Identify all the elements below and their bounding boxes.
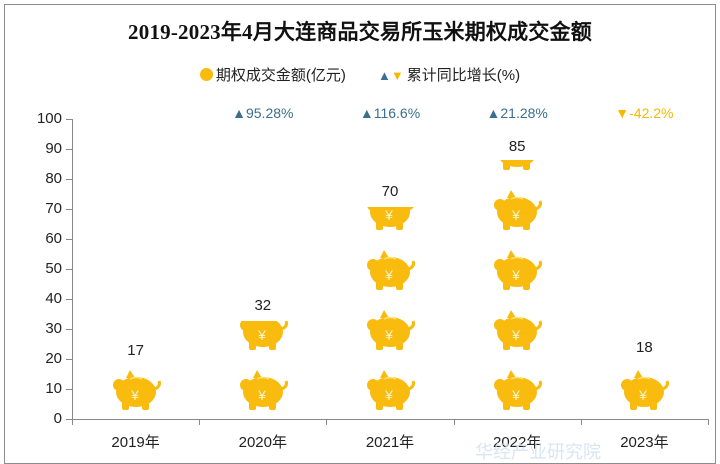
piggy-bank-icon bbox=[360, 307, 424, 353]
piggy-bank-icon bbox=[233, 321, 297, 353]
x-tick-mark bbox=[708, 419, 709, 425]
y-tick-mark bbox=[66, 419, 72, 420]
piggy-bank-icon bbox=[487, 247, 551, 293]
x-tick-label: 2021年 bbox=[365, 434, 415, 451]
y-tick-label: 10 bbox=[45, 380, 62, 397]
data-value-label: 85 bbox=[508, 138, 526, 155]
watermark: 华经产业研究院 bbox=[475, 442, 601, 462]
data-value-label: 70 bbox=[381, 183, 399, 200]
y-tick-mark bbox=[66, 359, 72, 360]
legend-label-amount: 期权成交金额(亿元) bbox=[215, 67, 346, 84]
x-axis bbox=[72, 419, 708, 420]
y-tick-mark bbox=[66, 149, 72, 150]
growth-rate-label: ▼-42.2% bbox=[615, 105, 674, 121]
x-tick-mark bbox=[72, 419, 73, 425]
triangle-down-icon: ▼ bbox=[390, 68, 404, 83]
x-tick-label: 2022年 bbox=[493, 434, 542, 451]
piggy-bank-icon bbox=[487, 187, 551, 233]
y-tick-mark bbox=[66, 179, 72, 180]
y-tick-label: 70 bbox=[45, 200, 62, 217]
legend-label-growth: 累计同比增长(%) bbox=[406, 67, 521, 84]
piggy-bank-icon bbox=[487, 160, 551, 173]
y-tick-mark bbox=[66, 239, 72, 240]
chart-title: 2019-2023年4月大连商品交易所玉米期权成交金额 bbox=[128, 20, 592, 44]
growth-rate-label: ▲116.6% bbox=[359, 105, 421, 121]
y-axis bbox=[72, 119, 73, 419]
legend-item-amount: 期权成交金额(亿元) bbox=[199, 64, 346, 85]
y-tick-label: 20 bbox=[45, 350, 62, 367]
growth-rate-label: ▲95.28% bbox=[232, 105, 294, 121]
piggy-bank-icon bbox=[487, 307, 551, 353]
y-tick-label: 30 bbox=[45, 320, 62, 337]
y-tick-mark bbox=[66, 119, 72, 120]
x-tick-mark bbox=[580, 419, 582, 425]
x-tick-mark bbox=[199, 419, 201, 425]
x-tick-label: 2023年 bbox=[620, 434, 669, 451]
y-tick-label: 50 bbox=[45, 260, 62, 277]
piggy-bank-icon bbox=[360, 207, 424, 233]
y-tick-label: 80 bbox=[45, 170, 62, 187]
x-tick-mark bbox=[326, 419, 328, 425]
piggy-bank-icon bbox=[199, 68, 213, 81]
y-tick-label: 0 bbox=[53, 410, 62, 427]
y-tick-mark bbox=[66, 389, 72, 390]
piggy-bank-icon bbox=[614, 367, 678, 413]
triangle-up-icon: ▲ bbox=[378, 68, 391, 83]
data-value-label: 18 bbox=[636, 339, 653, 356]
piggy-bank-icon bbox=[360, 247, 424, 293]
y-tick-mark bbox=[66, 329, 72, 330]
data-value-label: 32 bbox=[254, 297, 272, 314]
legend: 期权成交金额(亿元) ▲▼ 累计同比增长(%) bbox=[0, 64, 720, 85]
x-tick-label: 2020年 bbox=[238, 434, 287, 451]
y-tick-mark bbox=[66, 209, 72, 210]
piggy-bank-icon bbox=[360, 367, 424, 413]
x-tick-label: 2019年 bbox=[111, 434, 160, 451]
y-tick-mark bbox=[66, 299, 72, 300]
y-tick-label: 40 bbox=[45, 290, 62, 307]
y-tick-mark bbox=[66, 269, 72, 270]
y-tick-label: 60 bbox=[45, 230, 62, 247]
y-tick-label: 90 bbox=[45, 140, 62, 157]
piggy-bank-icon bbox=[487, 367, 551, 413]
legend-item-growth: ▲▼ 累计同比增长(%) bbox=[378, 64, 520, 85]
plot-area: 0 10 20 30 40 50 60 70 80 90 100 2019年 17 2020年 32 ▲95.… bbox=[36, 105, 709, 451]
data-value-label: 17 bbox=[127, 342, 144, 359]
piggy-bank-icon bbox=[106, 368, 170, 413]
x-tick-mark bbox=[453, 419, 455, 425]
piggy-bank-icon bbox=[233, 367, 297, 413]
growth-rate-label: ▲21.28% bbox=[486, 105, 548, 121]
y-tick-label: 100 bbox=[36, 110, 62, 127]
